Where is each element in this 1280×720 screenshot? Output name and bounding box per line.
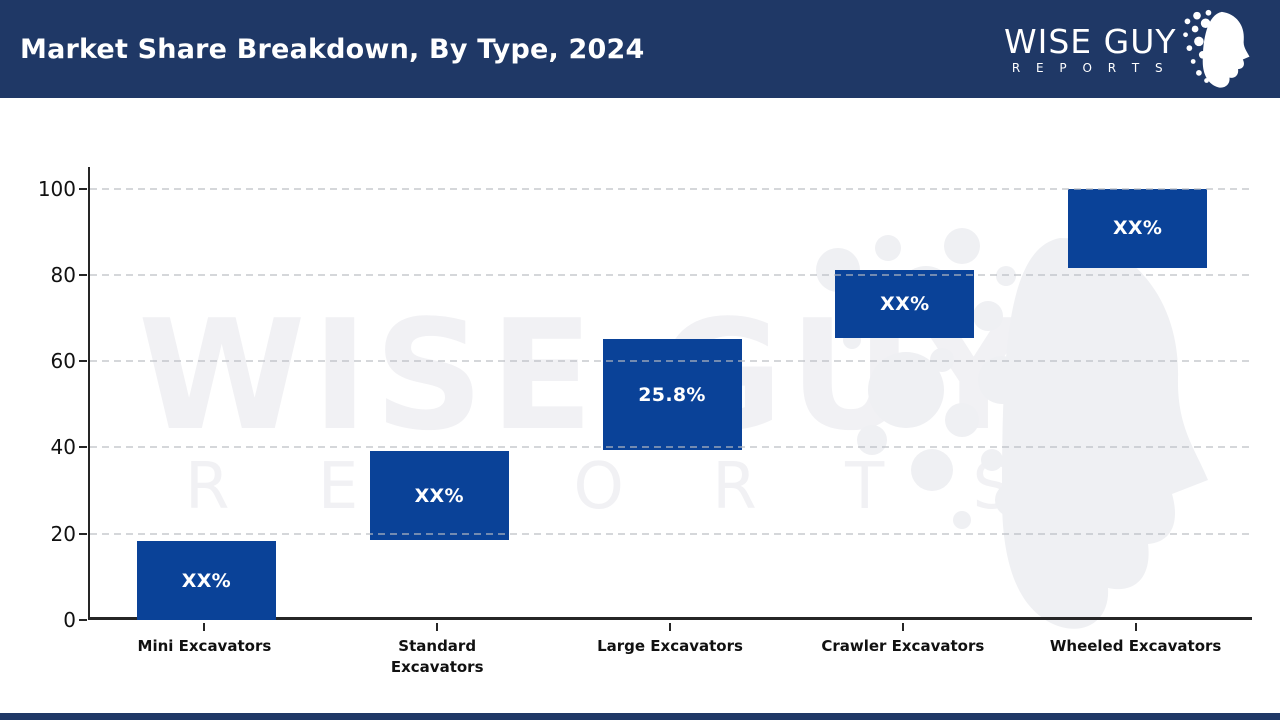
x-axis-tick <box>203 623 206 631</box>
chart-bar: XX% <box>369 450 509 541</box>
logo-subtext: R E P O R T S <box>1011 61 1169 76</box>
y-axis-tick <box>79 360 87 363</box>
y-tick-label: 100 <box>37 176 76 201</box>
logo-text: WISE GUY R E P O R T S <box>1004 21 1177 76</box>
x-category-label: Crawler Excavators <box>821 637 985 655</box>
x-axis-tick <box>1134 623 1137 631</box>
chart-bar: XX% <box>1068 188 1208 269</box>
watermark-subtext: R E P O R T S <box>185 450 1047 524</box>
x-axis-tick <box>669 623 671 631</box>
y-tick-label: 0 <box>63 608 76 632</box>
bar-value-label: 25.8% <box>638 383 706 406</box>
y-tick-label: 40 <box>50 435 76 460</box>
x-category-label: Wheeled Excavators <box>1049 637 1222 655</box>
footer-bar <box>0 713 1280 720</box>
header-bar: Market Share Breakdown, By Type, 2024 WI… <box>0 0 1280 98</box>
y-axis-tick <box>79 273 87 276</box>
bar-value-label: XX% <box>181 569 232 592</box>
y-tick-label: 60 <box>50 349 76 374</box>
bar-value-label: XX% <box>1112 217 1163 240</box>
y-axis-tick <box>79 532 87 535</box>
gridline <box>90 273 1252 276</box>
gridline <box>90 187 1252 190</box>
chart-bar: XX% <box>835 269 975 338</box>
plot-region: XX% XX% 25.8% XX% XX% <box>88 167 1252 620</box>
gridline <box>90 446 1252 449</box>
y-tick-label: 20 <box>50 521 76 546</box>
x-axis-tick <box>436 623 439 631</box>
y-axis-tick <box>79 619 87 621</box>
y-tick-label: 80 <box>50 262 76 287</box>
logo-face-icon <box>1182 9 1250 88</box>
y-axis-tick <box>79 446 87 449</box>
watermark: WISE GUY R E P O R T S <box>138 228 1208 629</box>
gridline <box>90 532 1252 535</box>
x-category-label: Standard Excavators <box>390 637 484 676</box>
bar-value-label: XX% <box>880 292 930 315</box>
wise-guy-logo: WISE GUY R E P O R T S <box>1004 8 1266 92</box>
bar-value-label: XX% <box>414 484 464 507</box>
logo-wordmark: WISE GUY <box>1004 21 1177 61</box>
chart-bar: 25.8% <box>602 339 742 451</box>
x-axis-tick <box>901 623 904 631</box>
y-axis-tick <box>79 187 87 190</box>
chart-area: WISE GUY R E P O R T S XX% XX% 25.8% XX% XX%… <box>0 98 1280 713</box>
x-category-label: Large Excavators <box>597 637 743 655</box>
gridline <box>90 360 1252 363</box>
x-category-label: Mini Excavators <box>137 637 272 655</box>
chart-bar: XX% <box>136 541 276 620</box>
page-title: Market Share Breakdown, By Type, 2024 <box>20 33 645 65</box>
